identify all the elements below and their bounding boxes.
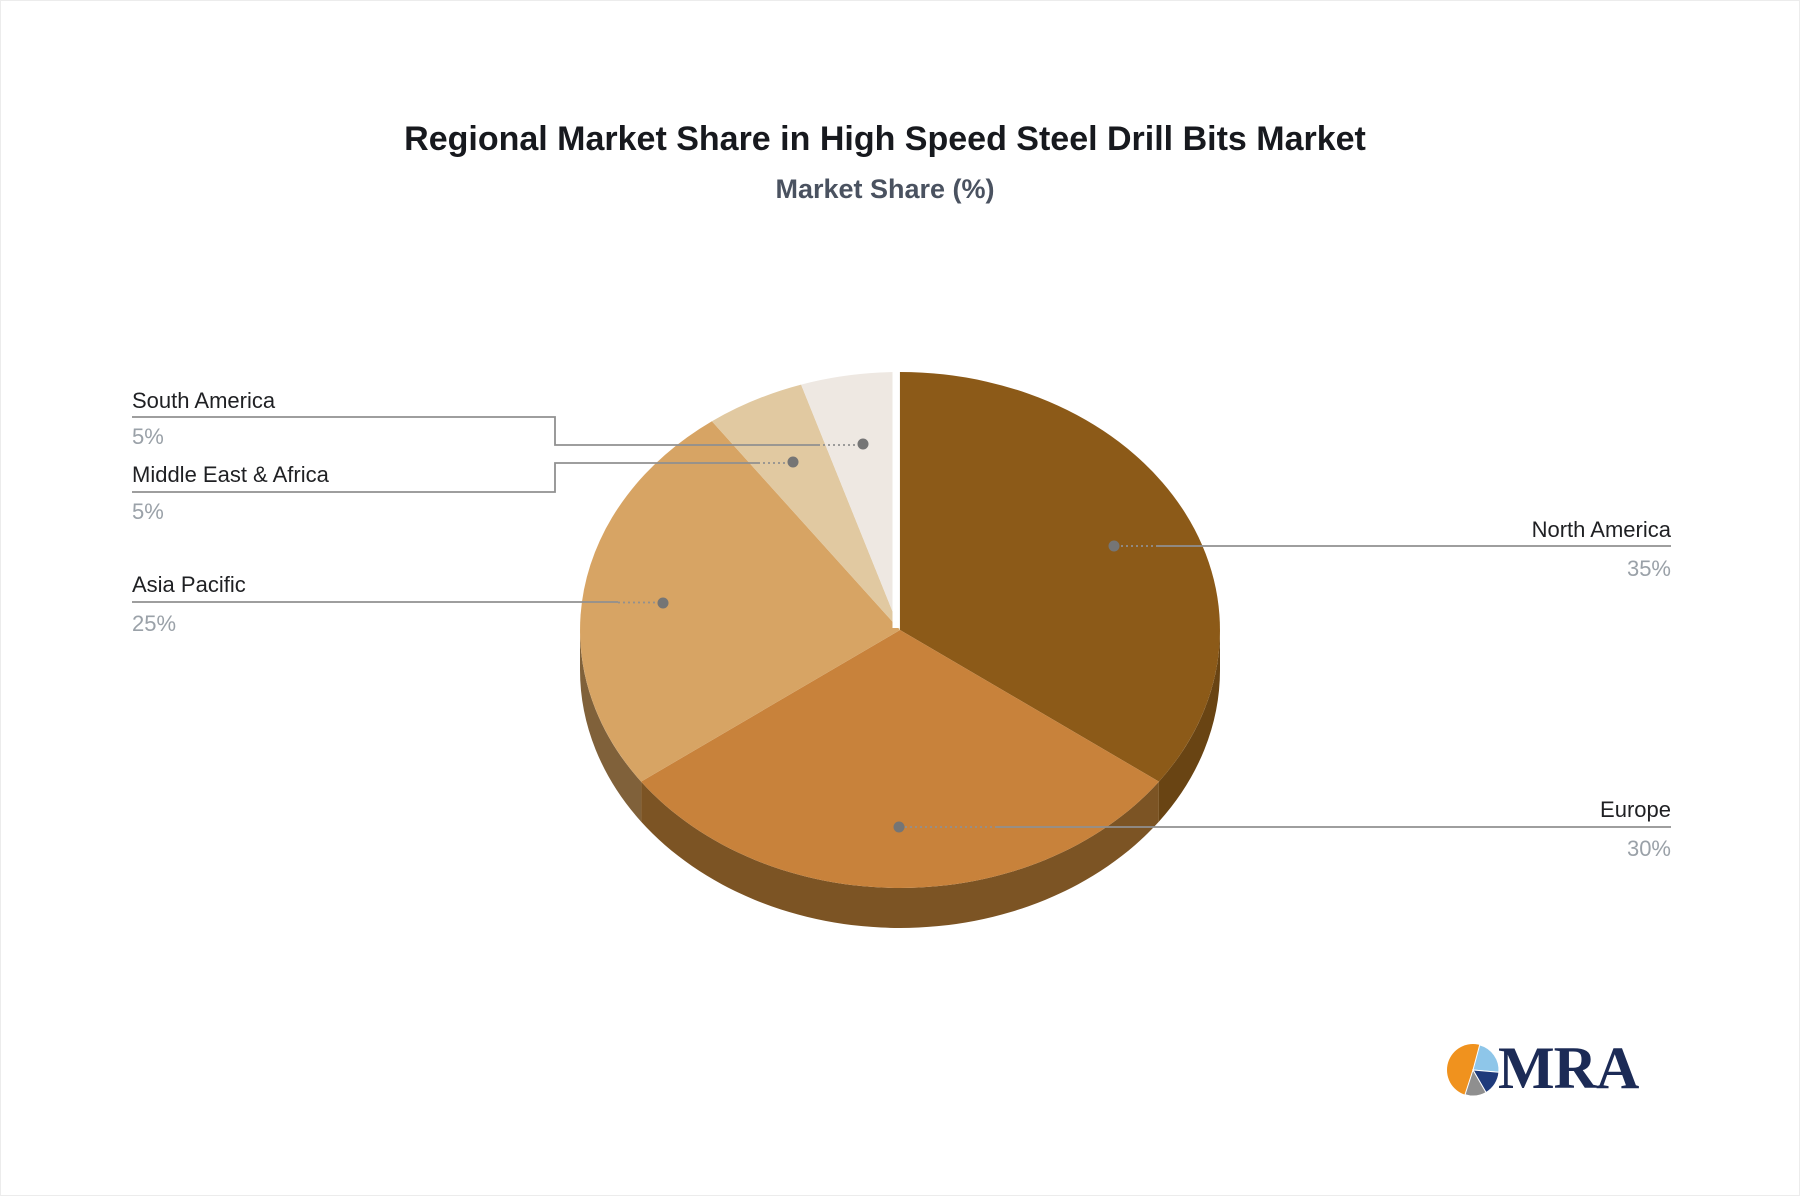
label-asia-pacific: Asia Pacific: [132, 572, 246, 597]
pie-top-faces: [580, 371, 1220, 888]
pie-slice-asia-pacific[interactable]: [580, 421, 900, 782]
leader-line-south-america: [132, 416, 818, 446]
chart-subtitle: Market Share (%): [775, 174, 995, 204]
label-europe: Europe: [1600, 797, 1671, 822]
mra-logo-text: MRA: [1498, 1035, 1639, 1101]
anchor-dots: [657, 438, 1120, 833]
pie-slice-middle-east-africa[interactable]: [711, 384, 900, 630]
pie-slice-side-north-america: [1158, 630, 1220, 822]
pct-middle-east-africa: 5%: [132, 499, 164, 524]
chart-title: Regional Market Share in High Speed Stee…: [404, 120, 1366, 158]
label-middle-east-africa: Middle East & Africa: [132, 462, 329, 487]
leader-line-middle-east-africa: [132, 462, 758, 493]
pct-north-america: 35%: [1626, 556, 1671, 581]
pie-slice-europe[interactable]: [641, 630, 1159, 888]
anchor-dot-south-america: [857, 438, 869, 450]
pie-slice-side-europe: [641, 781, 1159, 928]
anchor-dot-asia-pacific: [657, 597, 669, 609]
logo-pie-lightblue: [1472, 1044, 1500, 1073]
pie-slice-south-america[interactable]: [801, 371, 900, 630]
label-south-america: South America: [132, 388, 276, 413]
pie-slice-side-asia-pacific: [580, 630, 642, 822]
logo-pie-gray: [1464, 1068, 1487, 1097]
pct-asia-pacific: 25%: [132, 611, 177, 636]
mra-logo: MRA: [1446, 1035, 1686, 1101]
anchor-dot-middle-east-africa: [787, 456, 799, 468]
anchor-dot-north-america: [1108, 540, 1120, 552]
anchor-dot-europe: [893, 821, 905, 833]
label-north-america: North America: [1531, 517, 1671, 542]
pie-slice-north-america[interactable]: [900, 372, 1220, 782]
pct-south-america: 5%: [132, 424, 164, 449]
pie-side-faces: [580, 630, 1220, 928]
leader-lines: [132, 416, 1671, 828]
pct-europe: 30%: [1626, 836, 1671, 861]
mra-logo-pie-icon: [1447, 1044, 1500, 1097]
